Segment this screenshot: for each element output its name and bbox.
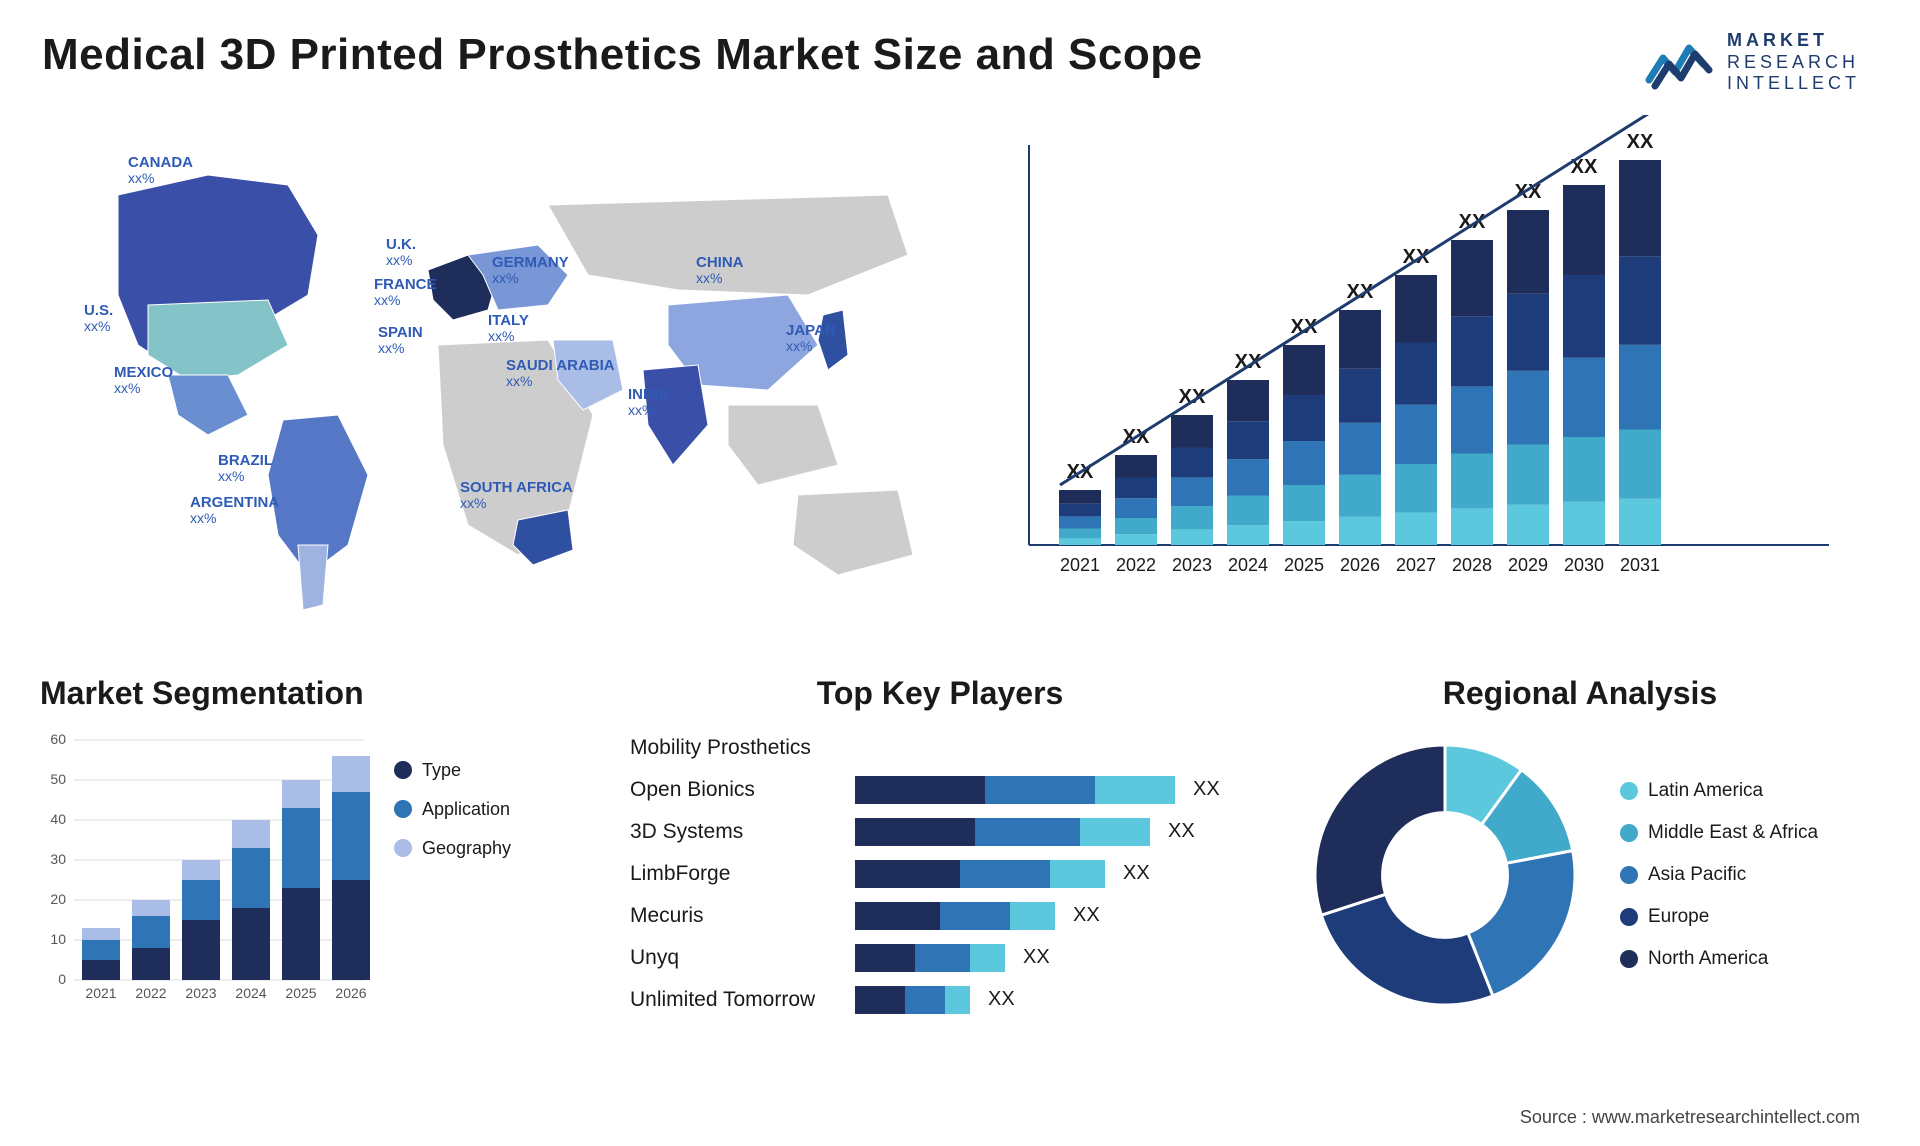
legend-item: Geography <box>394 838 511 859</box>
svg-text:50: 50 <box>50 771 66 787</box>
svg-text:XX: XX <box>1291 316 1318 338</box>
map-label: JAPANxx% <box>786 323 836 355</box>
players-title: Top Key Players <box>630 675 1250 712</box>
player-row: UnyqXX <box>630 940 1250 976</box>
header: Medical 3D Printed Prosthetics Market Si… <box>0 0 1920 105</box>
player-row: 3D SystemsXX <box>630 814 1250 850</box>
svg-text:2023: 2023 <box>1172 555 1212 575</box>
players-list: Mobility Prosthetics Open BionicsXX 3D Sys… <box>630 730 1250 1018</box>
svg-text:2026: 2026 <box>335 985 366 1001</box>
map-label: BRAZILxx% <box>218 453 273 485</box>
growth-chart-panel: XX2021XX2022XX2023XX2024XX2025XX2026XX20… <box>998 115 1860 645</box>
svg-text:XX: XX <box>1235 351 1262 373</box>
regional-panel: Regional Analysis Latin America Middle Ea… <box>1300 675 1860 1020</box>
legend-item: Europe <box>1620 906 1818 928</box>
players-panel: Top Key Players Mobility Prosthetics Open… <box>630 675 1250 1020</box>
map-label: ITALYxx% <box>488 313 529 345</box>
source-text: Source : www.marketresearchintellect.com <box>1520 1107 1860 1128</box>
legend-item: North America <box>1620 948 1818 970</box>
svg-text:40: 40 <box>50 811 66 827</box>
svg-text:2030: 2030 <box>1564 555 1604 575</box>
svg-text:2021: 2021 <box>85 985 116 1001</box>
svg-text:2022: 2022 <box>135 985 166 1001</box>
player-row: Mobility Prosthetics <box>630 730 1250 766</box>
player-row: Open BionicsXX <box>630 772 1250 808</box>
legend-item: Type <box>394 760 511 781</box>
svg-text:2025: 2025 <box>1284 555 1324 575</box>
segmentation-panel: Market Segmentation 0 10 20 30 40 50 60 2021 202… <box>40 675 580 1020</box>
svg-text:2022: 2022 <box>1116 555 1156 575</box>
map-label: CANADAxx% <box>128 155 193 187</box>
svg-text:2028: 2028 <box>1452 555 1492 575</box>
svg-text:2024: 2024 <box>235 985 266 1001</box>
map-label: INDIAxx% <box>628 387 669 419</box>
regional-title: Regional Analysis <box>1300 675 1860 712</box>
map-label: CHINAxx% <box>696 255 744 287</box>
legend-item: Asia Pacific <box>1620 864 1818 886</box>
page-title: Medical 3D Printed Prosthetics Market Si… <box>42 30 1203 80</box>
legend-item: Middle East & Africa <box>1620 822 1818 844</box>
top-row: CANADAxx% U.S.xx% MEXICOxx% BRAZILxx% ARGENT… <box>0 105 1920 645</box>
map-label: U.S.xx% <box>84 303 113 335</box>
svg-text:30: 30 <box>50 851 66 867</box>
map-label: U.K.xx% <box>386 237 416 269</box>
svg-text:2026: 2026 <box>1340 555 1380 575</box>
svg-text:10: 10 <box>50 931 66 947</box>
segmentation-title: Market Segmentation <box>40 675 580 712</box>
legend-item: Latin America <box>1620 780 1818 802</box>
player-row: MecurisXX <box>630 898 1250 934</box>
regional-legend: Latin America Middle East & Africa Asia Pa… <box>1620 780 1818 970</box>
player-row: LimbForgeXX <box>630 856 1250 892</box>
map-label: SOUTH AFRICAxx% <box>460 480 573 512</box>
logo-icon <box>1645 32 1715 92</box>
legend-item: Application <box>394 799 511 820</box>
svg-text:20: 20 <box>50 891 66 907</box>
logo: MARKET RESEARCH INTELLECT <box>1645 30 1860 95</box>
map-label: SAUDI ARABIAxx% <box>506 358 615 390</box>
bottom-row: Market Segmentation 0 10 20 30 40 50 60 2021 202… <box>0 645 1920 1020</box>
segmentation-chart: 0 10 20 30 40 50 60 2021 2022 2023 2024 2025 2026 <box>40 730 370 1010</box>
growth-chart: XX2021XX2022XX2023XX2024XX2025XX2026XX20… <box>998 115 1860 645</box>
svg-text:2027: 2027 <box>1396 555 1436 575</box>
svg-text:2023: 2023 <box>185 985 216 1001</box>
map-label: MEXICOxx% <box>114 365 173 397</box>
svg-text:2021: 2021 <box>1060 555 1100 575</box>
svg-text:2029: 2029 <box>1508 555 1548 575</box>
svg-text:2024: 2024 <box>1228 555 1268 575</box>
map-label: GERMANYxx% <box>492 255 569 287</box>
logo-text: MARKET RESEARCH INTELLECT <box>1727 30 1860 95</box>
map-label: SPAINxx% <box>378 325 423 357</box>
svg-text:60: 60 <box>50 731 66 747</box>
svg-text:0: 0 <box>58 971 66 987</box>
segmentation-legend: Type Application Geography <box>394 730 511 1010</box>
svg-text:2031: 2031 <box>1620 555 1660 575</box>
regional-donut <box>1300 730 1590 1020</box>
svg-text:XX: XX <box>1347 281 1374 303</box>
svg-text:2025: 2025 <box>285 985 316 1001</box>
world-map-panel: CANADAxx% U.S.xx% MEXICOxx% BRAZILxx% ARGENT… <box>28 115 958 645</box>
map-label: FRANCExx% <box>374 277 437 309</box>
player-row: Unlimited TomorrowXX <box>630 982 1250 1018</box>
svg-text:XX: XX <box>1627 131 1654 153</box>
map-label: ARGENTINAxx% <box>190 495 279 527</box>
